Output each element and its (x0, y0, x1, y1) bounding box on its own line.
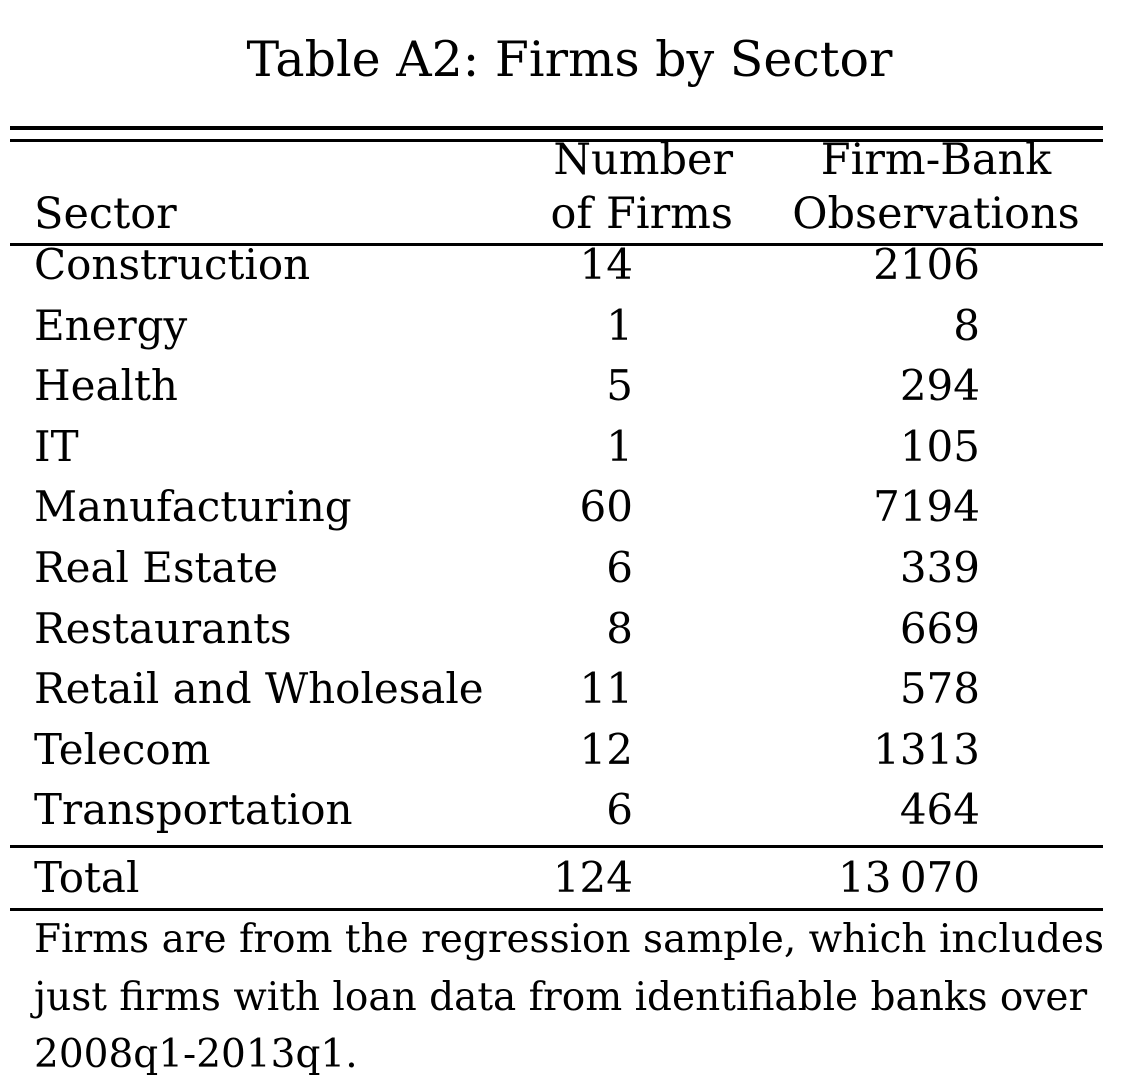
firm-bank-observations-cell: 2106 (873, 240, 980, 289)
sector-cell: IT (34, 421, 79, 471)
number-of-firms-cell: 5 (606, 361, 633, 411)
table-row: Real Estate 6 339 (10, 538, 1103, 599)
top-rule-outer (10, 126, 1103, 130)
sector-cell: Health (34, 361, 178, 411)
header-number-of-firms-line2: of Firms (550, 189, 733, 239)
table-body: Construction 14 2106 Energy 1 8 Health 5… (10, 235, 1103, 841)
table-row: Manufacturing 60 7194 (10, 477, 1103, 538)
table-caption: Table A2: Firms by Sector (246, 31, 893, 88)
number-of-firms-cell: 1 (606, 421, 633, 471)
bottom-rule (10, 908, 1103, 911)
total-observations-value: 13 070 (838, 853, 980, 902)
table-row: Construction 14 2106 (10, 235, 1103, 296)
sector-cell: Manufacturing (34, 482, 352, 532)
number-of-firms-cell: 11 (579, 664, 633, 714)
number-of-firms-cell: 14 (579, 240, 633, 289)
top-rule-inner (10, 139, 1103, 142)
table-row: Health 5 294 (10, 356, 1103, 417)
header-number-of-firms: Number of Firms (551, 133, 733, 241)
firm-bank-observations-cell: 578 (899, 664, 980, 714)
sector-cell: Transportation (34, 785, 353, 835)
firm-bank-observations-cell: 339 (899, 542, 980, 592)
header-firm-bank-observations-line1: Firm-Bank (820, 135, 1052, 185)
table-row: Telecom 12 1313 (10, 720, 1103, 781)
header-number-of-firms-line1: Number (553, 135, 733, 185)
header-firm-bank-observations-line2: Observations (792, 189, 1080, 239)
number-of-firms-cell: 1 (606, 300, 633, 350)
firm-bank-observations-cell: 464 (899, 785, 980, 835)
table-row: IT 1 105 (10, 417, 1103, 478)
total-row: Total 124 13 070 (10, 848, 1103, 908)
total-firms-value: 124 (552, 853, 633, 902)
total-label: Total (34, 853, 140, 902)
header-firm-bank-observations: Firm-Bank Observations (786, 133, 1086, 241)
total-rule-above (10, 845, 1103, 848)
sector-cell: Real Estate (34, 542, 279, 592)
sector-cell: Retail and Wholesale (34, 664, 484, 714)
firm-bank-observations-cell: 7194 (873, 482, 980, 532)
table-header-row: Sector Number of Firms Firm-Bank Observa… (10, 135, 1103, 243)
sector-cell: Telecom (34, 724, 211, 774)
number-of-firms-cell: 8 (606, 603, 633, 653)
sector-cell: Energy (34, 300, 188, 350)
footnote-line-2: just firms with loan data from identifia… (34, 974, 1088, 1020)
number-of-firms-cell: 6 (606, 542, 633, 592)
firm-bank-observations-cell: 1313 (873, 724, 980, 774)
header-sector: Sector (34, 189, 177, 239)
table-row: Energy 1 8 (10, 296, 1103, 357)
number-of-firms-cell: 60 (579, 482, 633, 532)
table-row: Retail and Wholesale 11 578 (10, 659, 1103, 720)
footnote-line-1: Firms are from the regression sample, wh… (34, 917, 1105, 962)
table-footnote: Firms are from the regression sample, wh… (34, 911, 1105, 1084)
firm-bank-observations-cell: 8 (953, 300, 980, 350)
sector-cell: Construction (34, 240, 311, 289)
table-row: Restaurants 8 669 (10, 599, 1103, 660)
firm-bank-observations-cell: 669 (899, 603, 980, 653)
footnote-line-3: 2008q1-2013q1. (34, 1032, 358, 1077)
firm-bank-observations-cell: 105 (899, 421, 980, 471)
header-rule (10, 243, 1103, 246)
sector-cell: Restaurants (34, 603, 292, 653)
table-row: Transportation 6 464 (10, 780, 1103, 841)
number-of-firms-cell: 6 (606, 785, 633, 835)
firm-bank-observations-cell: 294 (899, 361, 980, 411)
number-of-firms-cell: 12 (579, 724, 633, 774)
